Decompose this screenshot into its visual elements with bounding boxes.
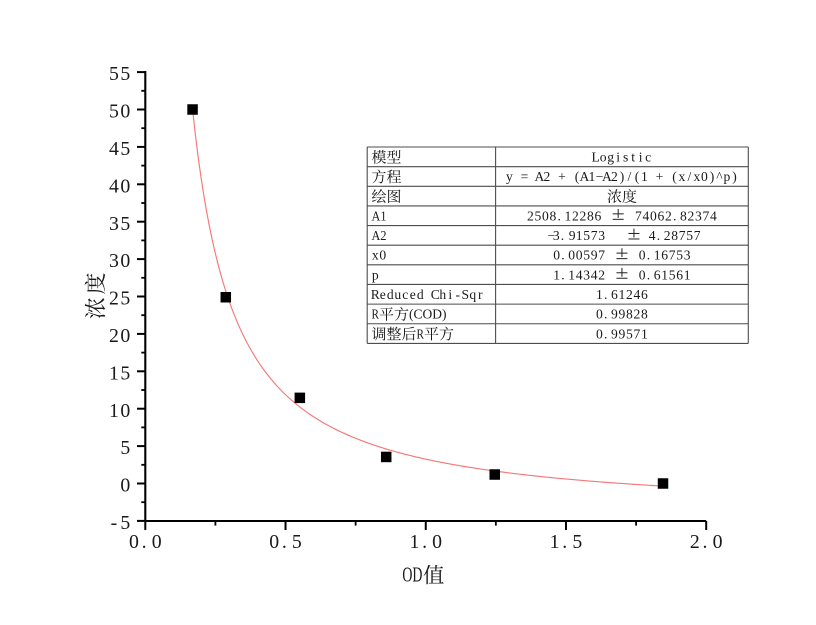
- svg-text:0: 0: [120, 475, 130, 497]
- svg-text:1.14342: 1.14342: [553, 267, 605, 282]
- svg-text:0.0: 0.0: [129, 531, 162, 553]
- svg-text:Reduced Chi-Sqr: Reduced Chi-Sqr: [371, 287, 483, 302]
- svg-text:2.0: 2.0: [690, 531, 723, 553]
- svg-text:R: R: [417, 326, 425, 341]
- svg-text:35: 35: [109, 213, 130, 235]
- svg-text:55: 55: [109, 63, 130, 85]
- svg-text:A1: A1: [372, 208, 387, 223]
- svg-text:74062.82374: 74062.82374: [635, 208, 717, 223]
- svg-text:0.61561: 0.61561: [639, 267, 691, 282]
- svg-text:A2: A2: [372, 228, 387, 243]
- svg-text:0.00597: 0.00597: [553, 248, 605, 263]
- svg-text:25: 25: [109, 288, 130, 310]
- svg-text:20: 20: [109, 325, 130, 347]
- svg-text:p: p: [372, 267, 379, 282]
- svg-text:R: R: [372, 307, 380, 322]
- svg-text:0.99828: 0.99828: [596, 307, 648, 322]
- svg-text:x0: x0: [372, 248, 387, 263]
- svg-text:15: 15: [109, 362, 130, 384]
- svg-text:4.28757: 4.28757: [649, 228, 701, 243]
- svg-text:0.99571: 0.99571: [596, 326, 648, 341]
- svg-text:1.61246: 1.61246: [596, 287, 648, 302]
- svg-text:10: 10: [109, 400, 130, 422]
- svg-text:0.5: 0.5: [269, 531, 302, 553]
- svg-text:40: 40: [109, 175, 130, 197]
- svg-text:1.0: 1.0: [409, 531, 442, 553]
- svg-text:45: 45: [109, 138, 130, 160]
- svg-text:0.16753: 0.16753: [639, 248, 691, 263]
- svg-text:(COD): (COD): [409, 307, 447, 323]
- svg-text:1.5: 1.5: [550, 531, 583, 553]
- svg-text:-5: -5: [111, 512, 131, 534]
- svg-text:5: 5: [120, 437, 130, 459]
- svg-text:2508.12286: 2508.12286: [527, 208, 602, 223]
- svg-text:OD: OD: [402, 563, 422, 587]
- svg-text:y = A2 + (A1−A2)/(1 + (x/x0)^p: y = A2 + (A1−A2)/(1 + (x/x0)^p): [506, 169, 737, 185]
- svg-text:−3.91573: −3.91573: [548, 228, 606, 243]
- svg-text:50: 50: [109, 101, 130, 123]
- svg-text:30: 30: [109, 250, 130, 272]
